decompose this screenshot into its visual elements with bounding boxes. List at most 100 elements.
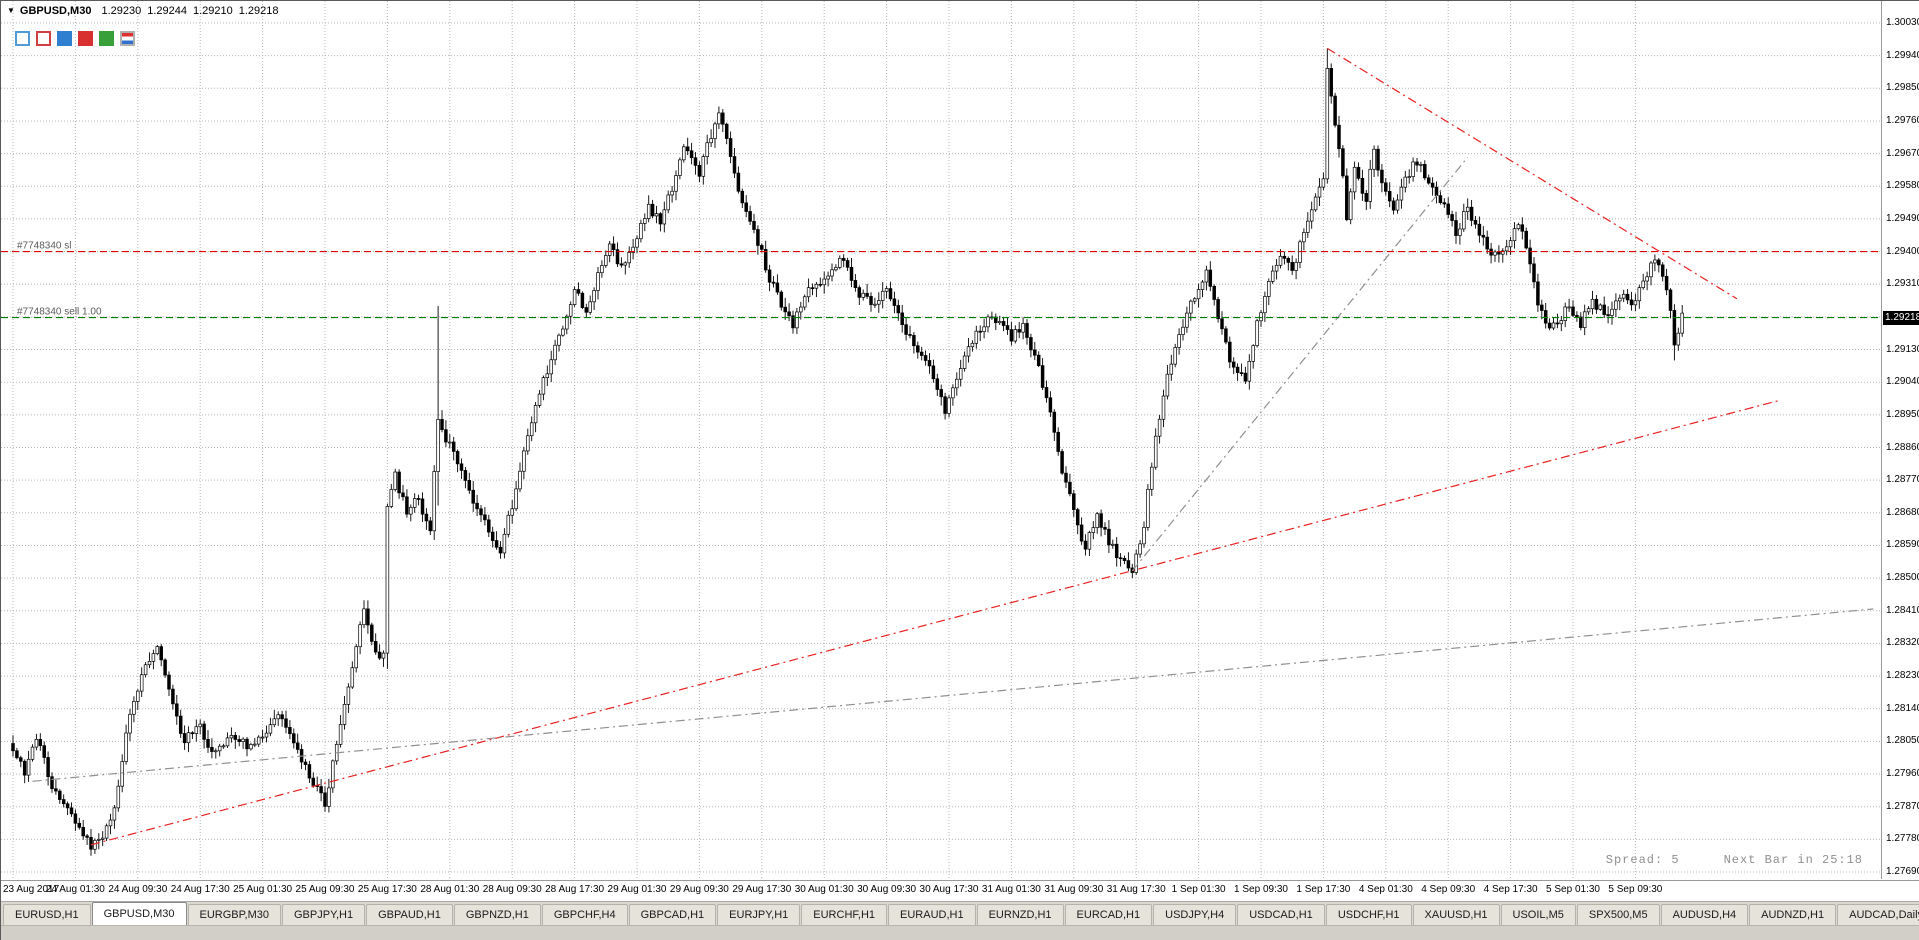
price-axis-label: 1.28680	[1886, 506, 1919, 518]
symbol-tab-spx500[interactable]: SPX500,M5	[1576, 904, 1660, 925]
symbol-tab-usdcad[interactable]: USDCAD,H1	[1237, 904, 1325, 925]
bottom-scrollbar[interactable]	[1, 925, 1919, 940]
order-stoploss-line[interactable]: #7748340 sl	[1, 241, 1882, 253]
time-axis-label: 1 Sep 01:30	[1171, 884, 1226, 895]
trendline-steep-ascending-gray[interactable]	[1131, 156, 1469, 572]
symbol-tab-audusd[interactable]: AUDUSD,H4	[1660, 904, 1749, 925]
ohlc-close: 1.29218	[238, 5, 279, 17]
price-axis-label: 1.29940	[1886, 49, 1919, 61]
time-axis-label: 24 Aug 01:30	[45, 884, 105, 895]
time-axis-label: 25 Aug 09:30	[295, 884, 355, 895]
price-axis-label: 1.28230	[1886, 670, 1919, 682]
symbol-tab-usoil[interactable]: USOIL,M5	[1500, 904, 1576, 925]
price-axis[interactable]: 1.29218 1.30030 1.29940 1.29850 1.29760 1.29…	[1883, 1, 1919, 879]
symbol-tab-eurjpy[interactable]: EURJPY,H1	[717, 904, 801, 925]
symbol-tab-usdjpy[interactable]: USDJPY,H4	[1153, 904, 1237, 925]
price-axis-label: 1.28410	[1886, 604, 1919, 616]
ohlc-low: 1.29210	[192, 5, 233, 17]
frame-blue-icon[interactable]	[15, 31, 30, 46]
price-axis-label: 1.29850	[1886, 82, 1919, 94]
symbol-tab-eurusd[interactable]: EURUSD,H1	[3, 904, 91, 925]
symbol-tab-euraud[interactable]: EURAUD,H1	[888, 904, 976, 925]
symbol-tab-audnzd[interactable]: AUDNZD,H1	[1749, 904, 1837, 925]
symbol-tab-usdchf[interactable]: USDCHF,H1	[1325, 904, 1412, 925]
next-bar-countdown: Next Bar in 25:18	[1723, 853, 1863, 867]
chart-tab-bar: EURUSD,H1 GBPUSD,M30 EURGBP,M30 GBPJPY,H1 GB…	[1, 901, 1919, 925]
symbol-tab-gbpchf[interactable]: GBPCHF,H4	[541, 904, 628, 925]
symbol-label: GBPUSD,M30	[19, 5, 92, 17]
time-axis-label: 25 Aug 01:30	[233, 884, 293, 895]
price-axis-label: 1.29760	[1886, 114, 1919, 126]
spread-label: Spread: 5	[1605, 853, 1680, 867]
symbol-tab-eurgbp[interactable]: EURGBP,M30	[187, 904, 281, 925]
price-axis-label: 1.29490	[1886, 212, 1919, 224]
time-axis-label: 4 Sep 17:30	[1483, 884, 1538, 895]
chart-grid	[1, 1, 1882, 879]
time-axis-label: 1 Sep 09:30	[1234, 884, 1288, 895]
symbol-tab-gbpcad[interactable]: GBPCAD,H1	[628, 904, 717, 925]
price-axis-label: 1.28860	[1886, 441, 1919, 453]
price-axis-label: 1.28950	[1886, 408, 1919, 420]
time-axis-label: 28 Aug 09:30	[482, 884, 542, 895]
time-axis-label: 30 Aug 09:30	[857, 884, 917, 895]
time-axis-label: 31 Aug 17:30	[1106, 884, 1166, 895]
solid-green-icon[interactable]	[99, 31, 114, 46]
time-axis-label: 5 Sep 01:30	[1546, 884, 1600, 895]
time-axis-label: 28 Aug 17:30	[545, 884, 605, 895]
price-axis-label: 1.30030	[1886, 17, 1919, 28]
time-axis-label: 4 Sep 09:30	[1421, 884, 1476, 895]
price-axis-label: 1.28770	[1886, 474, 1919, 486]
price-axis-label: 1.28050	[1886, 735, 1919, 747]
symbol-tab-gbpusd[interactable]: GBPUSD,M30	[91, 902, 187, 925]
time-axis-label: 24 Aug 09:30	[108, 884, 168, 895]
price-axis-label: 1.27960	[1886, 768, 1919, 780]
price-axis-label: 1.29580	[1886, 180, 1919, 192]
candlestick-chart[interactable]: #7748340 sl #7748340 sell 1.00	[1, 1, 1882, 879]
price-axis-label: 1.28590	[1886, 539, 1919, 551]
price-axis-label: 1.28500	[1886, 572, 1919, 584]
price-axis-label: 1.29040	[1886, 376, 1919, 388]
order-line-label: #7748340 sell 1.00	[17, 307, 102, 318]
flag-striped-icon[interactable]	[120, 31, 135, 46]
time-axis-label: 30 Aug 17:30	[919, 884, 979, 895]
symbol-tab-gbpaud[interactable]: GBPAUD,H1	[366, 904, 453, 925]
time-axis-label: 29 Aug 09:30	[669, 884, 729, 895]
time-axis-label: 31 Aug 01:30	[981, 884, 1041, 895]
time-axis-label: 24 Aug 17:30	[170, 884, 230, 895]
time-axis-label: 25 Aug 17:30	[357, 884, 417, 895]
chart-menu-arrow-icon[interactable]: ▼	[7, 6, 15, 15]
trendline-resistance-descending-red[interactable]	[1326, 47, 1738, 300]
price-axis-label: 1.27780	[1886, 833, 1919, 845]
price-axis-label: 1.28320	[1886, 637, 1919, 649]
time-axis-label: 4 Sep 01:30	[1358, 884, 1413, 895]
trendline-long-ascending-gray[interactable]	[32, 608, 1874, 782]
status-overlay: Spread: 5 Next Bar in 25:18	[1606, 853, 1863, 867]
ohlc-open: 1.29230	[101, 5, 142, 17]
candlesticks	[11, 48, 1684, 856]
price-axis-label: 1.27870	[1886, 800, 1919, 812]
symbol-tab-gbpjpy[interactable]: GBPJPY,H1	[282, 904, 366, 925]
time-axis[interactable]: 23 Aug 2017 24 Aug 01:30 24 Aug 09:30 24 Au…	[1, 880, 1919, 901]
time-axis-label: 29 Aug 01:30	[607, 884, 667, 895]
symbol-tab-eurnzd[interactable]: EURNZD,H1	[976, 904, 1064, 925]
time-axis-label: 28 Aug 01:30	[420, 884, 480, 895]
solid-blue-icon[interactable]	[57, 31, 72, 46]
ohlc-high: 1.29244	[147, 5, 187, 17]
symbol-tab-xauusd[interactable]: XAUUSD,H1	[1412, 904, 1500, 925]
chart-plot-area[interactable]: #7748340 sl #7748340 sell 1.00 ▼ GBPUSD,M3…	[1, 1, 1882, 879]
chart-symbol-ohlc: ▼ GBPUSD,M30 1.29230 1.29244 1.29210 1.29218	[7, 5, 285, 17]
symbol-tab-eurcad[interactable]: EURCAD,H1	[1064, 904, 1153, 925]
order-line-label: #7748340 sl	[17, 241, 72, 252]
price-axis-label: 1.29400	[1886, 245, 1919, 257]
frame-red-icon[interactable]	[36, 31, 51, 46]
symbol-tab-gbpnzd[interactable]: GBPNZD,H1	[453, 904, 541, 925]
time-axis-label: 30 Aug 01:30	[794, 884, 854, 895]
price-axis-label: 1.29310	[1886, 278, 1919, 290]
solid-red-icon[interactable]	[78, 31, 93, 46]
order-sell-line[interactable]: #7748340 sell 1.00	[1, 307, 1882, 319]
symbol-tab-audcad[interactable]: AUDCAD,Daily	[1837, 904, 1919, 925]
trendline-support-ascending-red[interactable]	[90, 399, 1780, 846]
time-axis-label: 5 Sep 09:30	[1608, 884, 1663, 895]
price-axis-label: 1.27690	[1886, 866, 1919, 877]
symbol-tab-eurchf[interactable]: EURCHF,H1	[801, 904, 888, 925]
